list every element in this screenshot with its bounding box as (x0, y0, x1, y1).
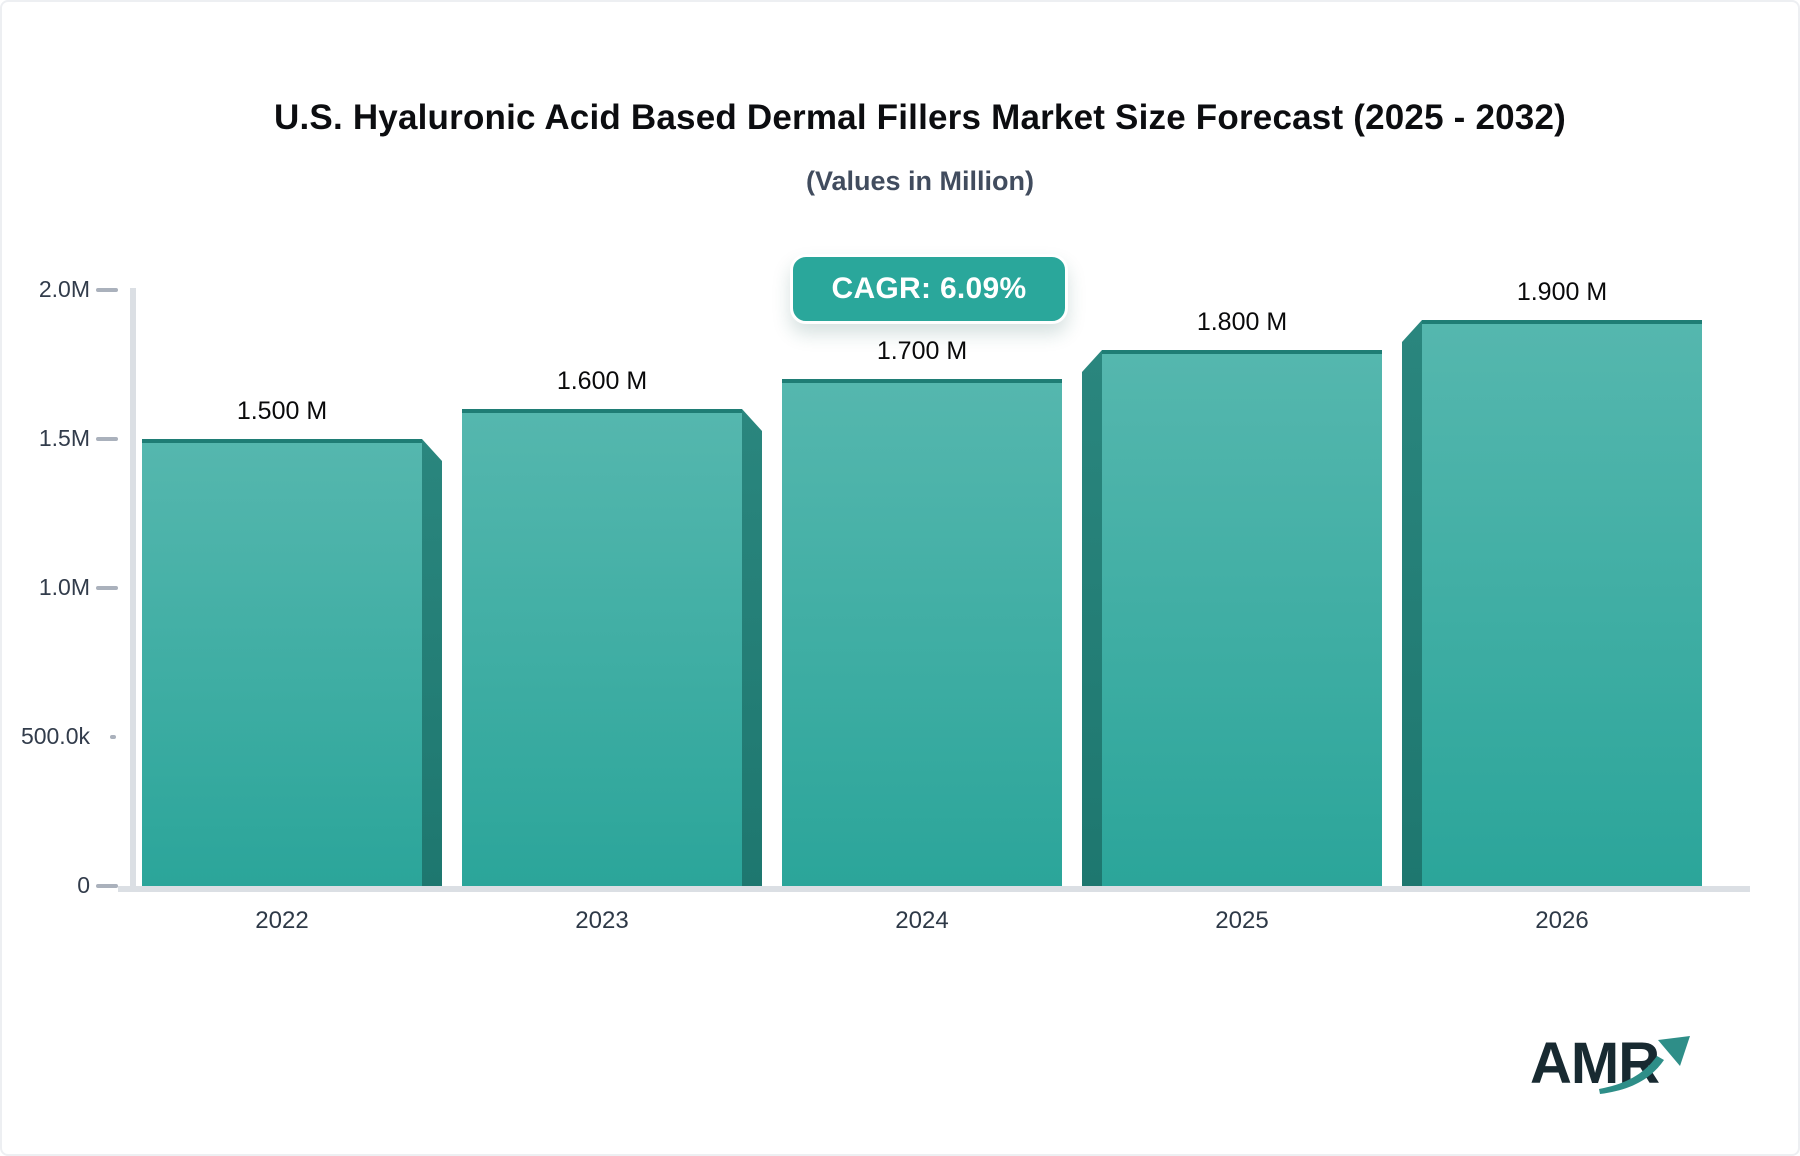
bar-value-label: 1.600 M (556, 367, 648, 395)
bar-2023 (462, 409, 742, 886)
bar-3d-side (1082, 350, 1102, 886)
bar-value-label: 1.700 M (876, 337, 968, 365)
bar-2022 (142, 439, 422, 886)
y-tick-label: 2.0M (38, 276, 90, 302)
y-tick-label: 1.5M (38, 425, 90, 451)
y-tick-label: 1.0M (38, 574, 90, 600)
y-tick-dash (96, 884, 118, 888)
bar-value-label: 1.500 M (236, 397, 328, 425)
bar-2025 (1102, 350, 1382, 886)
bar-3d-side (742, 409, 762, 886)
x-axis-label-2023: 2023 (575, 907, 629, 934)
cagr-badge: CAGR: 6.09% (790, 254, 1068, 324)
cagr-badge-label: CAGR: 6.09% (831, 272, 1027, 305)
bar-3d-side (1402, 320, 1422, 886)
x-axis-label-2025: 2025 (1215, 907, 1269, 934)
bar-2024 (782, 379, 1062, 886)
chart-subtitle: (Values in Million) (805, 166, 1035, 196)
bar-value-label: 1.800 M (1196, 308, 1288, 336)
bar-3d-side (422, 439, 442, 886)
y-tick-dash (110, 735, 116, 739)
y-tick-label: 500.0k (20, 723, 90, 749)
x-axis-label-2026: 2026 (1535, 907, 1589, 934)
amr-logo-text: AMR (1530, 1031, 1660, 1096)
chart-title: U.S. Hyaluronic Acid Based Dermal Filler… (274, 98, 1566, 137)
bar-value-label: 1.900 M (1516, 278, 1608, 306)
growth-arrow-icon (1599, 1036, 1690, 1094)
x-axis-label-2022: 2022 (255, 907, 309, 934)
bar-2026 (1422, 320, 1702, 886)
y-axis-line (130, 288, 136, 892)
x-axis-line (118, 886, 1750, 892)
y-tick-dash (96, 437, 118, 441)
x-axis-label-2024: 2024 (895, 907, 949, 934)
y-tick-label: 0 (77, 872, 90, 898)
y-tick-dash (96, 288, 118, 292)
amr-logo: AMR (1530, 1030, 1720, 1120)
y-tick-dash (96, 586, 118, 590)
